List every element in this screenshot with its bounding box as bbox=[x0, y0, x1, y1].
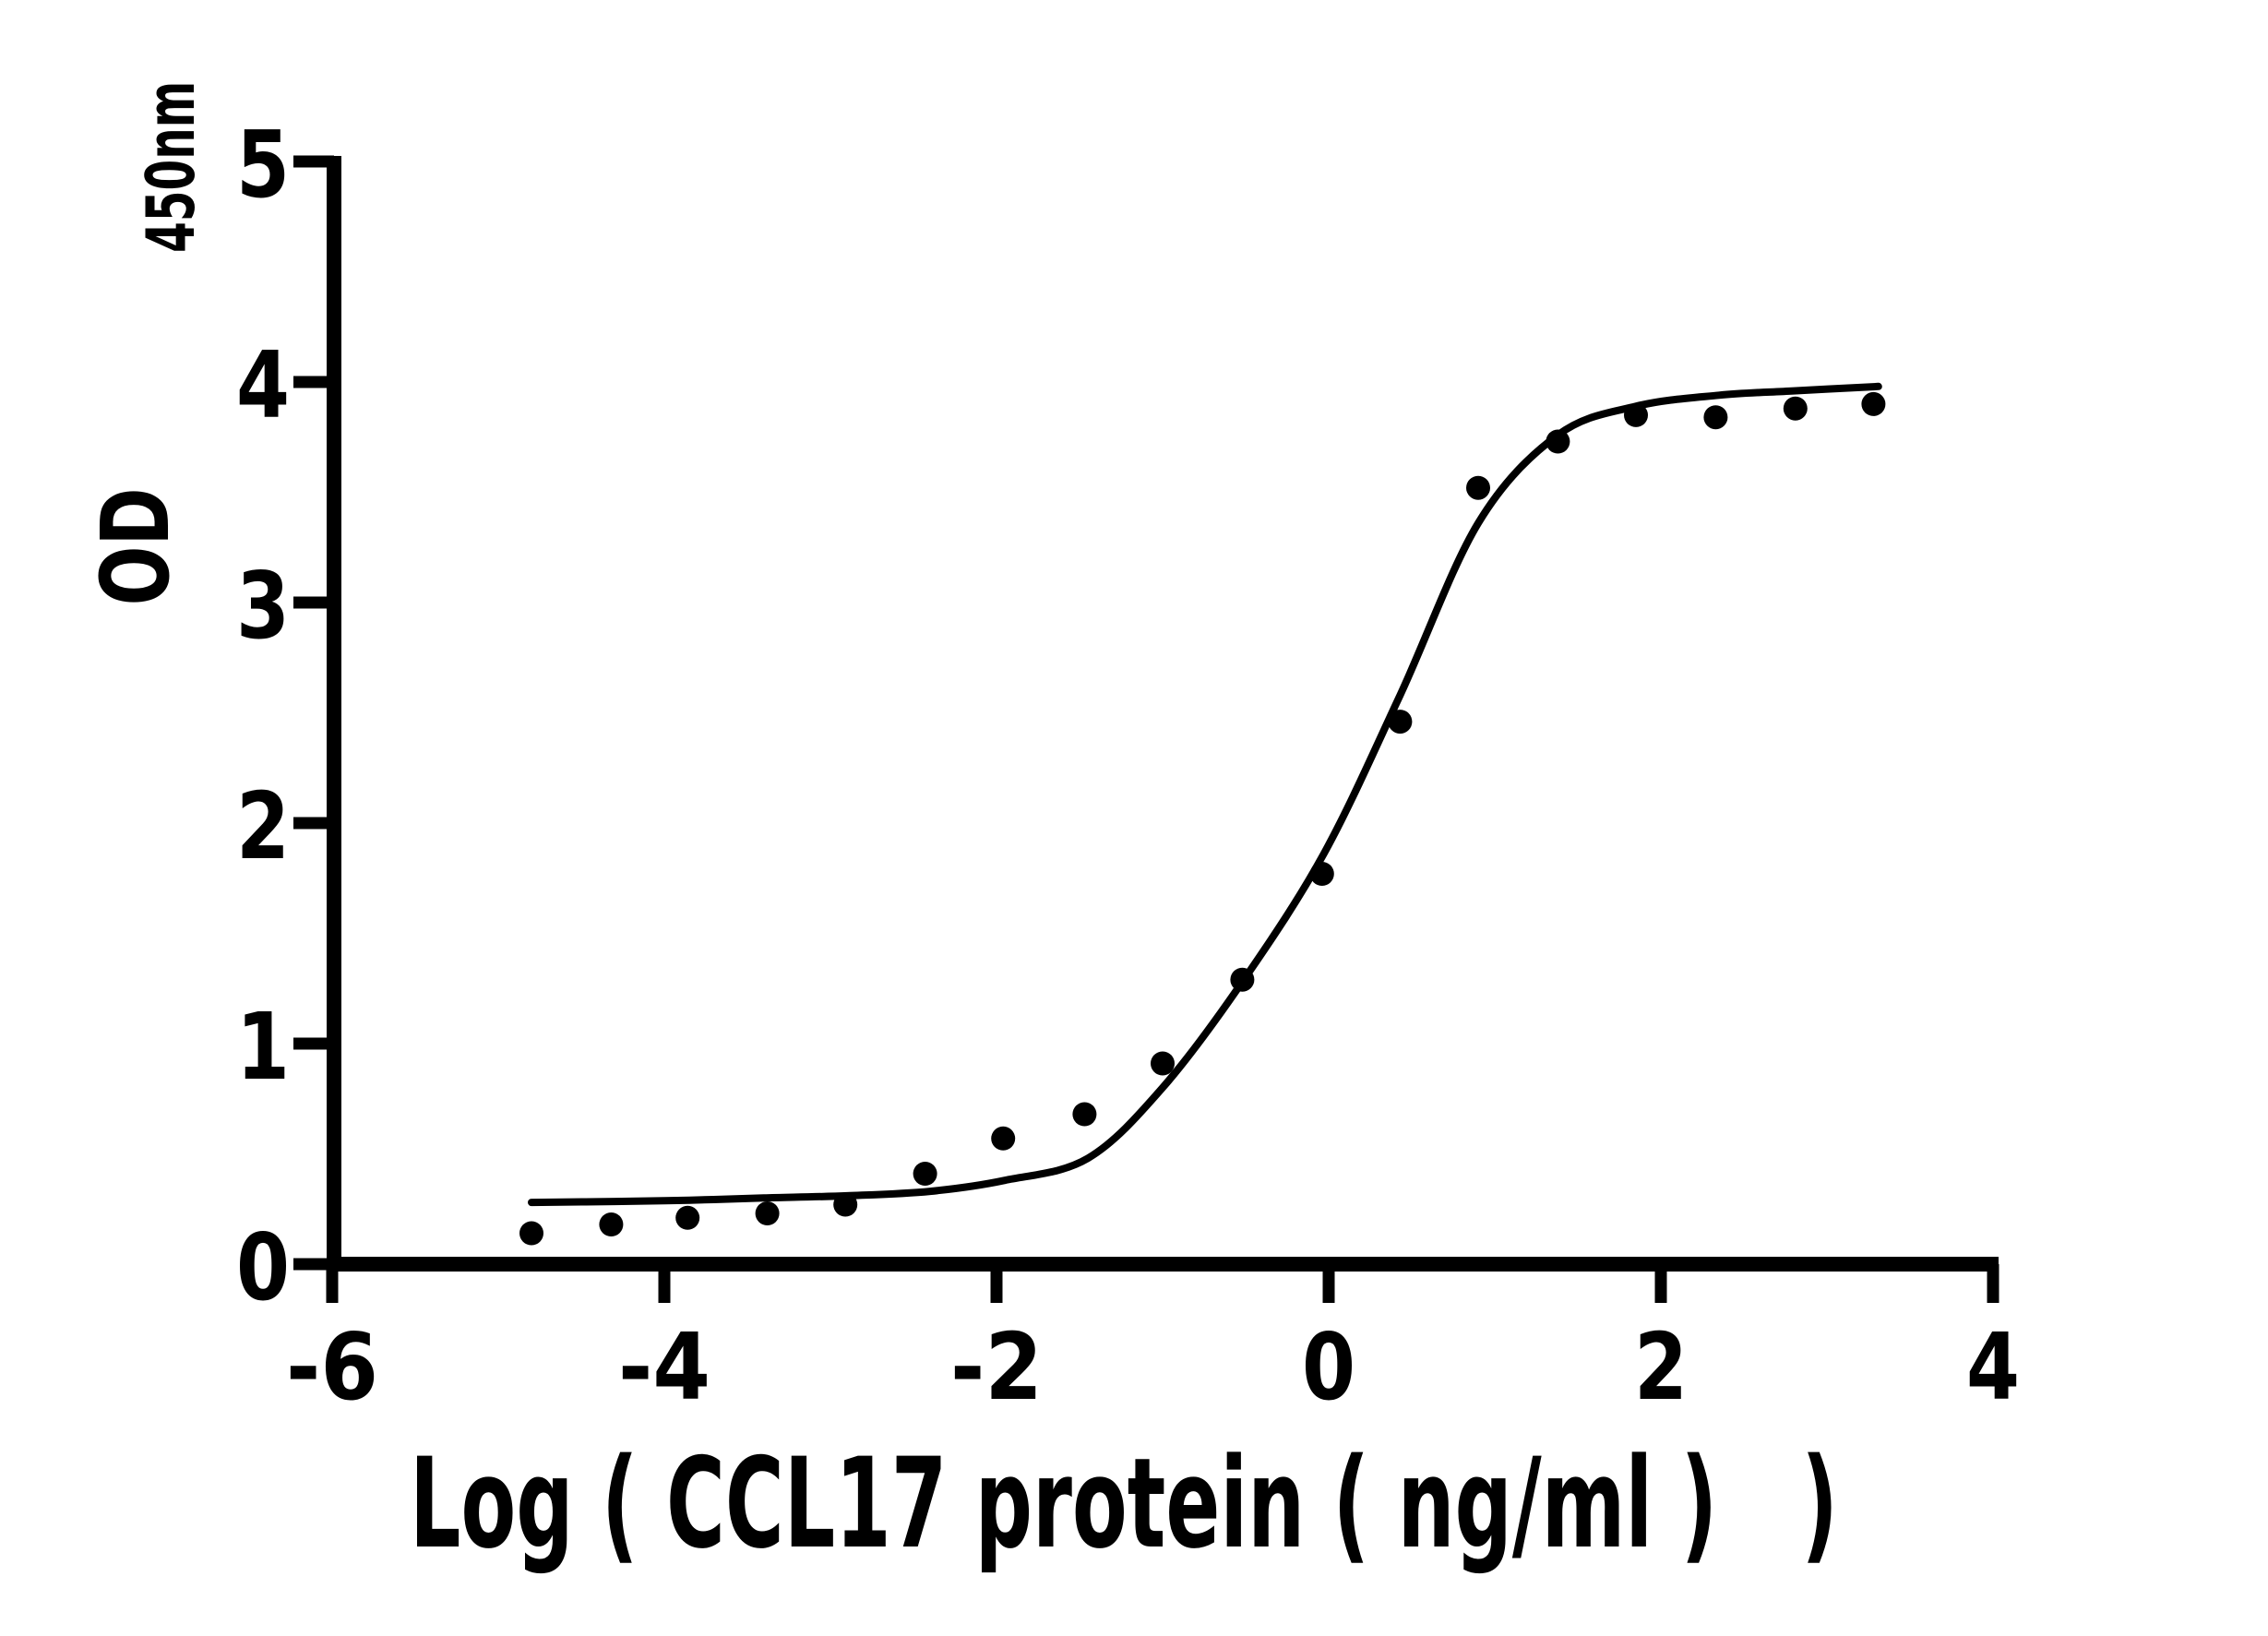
y-axis-title-subscript: 450nm bbox=[132, 81, 209, 253]
data-point bbox=[519, 1221, 543, 1246]
y-tick-labels: 0 1 2 3 4 5 bbox=[236, 111, 290, 1321]
y-tick-label: 1 bbox=[236, 993, 290, 1101]
y-tick-label: 2 bbox=[236, 772, 290, 880]
fit-curve-line bbox=[528, 382, 1882, 1207]
x-tick-label: -6 bbox=[286, 1313, 378, 1421]
data-point bbox=[1466, 475, 1490, 500]
data-point bbox=[1388, 710, 1413, 734]
data-point bbox=[1309, 862, 1334, 886]
data-point bbox=[833, 1192, 858, 1217]
data-point bbox=[675, 1205, 700, 1230]
y-ticks bbox=[293, 155, 334, 1271]
data-point bbox=[913, 1162, 937, 1186]
x-tick-label: 2 bbox=[1634, 1313, 1688, 1421]
data-point bbox=[1703, 405, 1728, 430]
y-tick-label: 3 bbox=[236, 552, 290, 660]
x-tick-label: 4 bbox=[1966, 1313, 2020, 1421]
y-axis-title: OD 450nm bbox=[81, 0, 217, 835]
data-point bbox=[991, 1126, 1016, 1151]
x-tick-label: -4 bbox=[618, 1313, 710, 1421]
x-tick-label: 0 bbox=[1302, 1313, 1355, 1421]
data-point bbox=[599, 1212, 624, 1236]
data-point bbox=[1072, 1102, 1097, 1127]
data-point bbox=[1861, 391, 1886, 416]
x-ticks bbox=[326, 1264, 1999, 1303]
y-tick-label: 4 bbox=[236, 331, 290, 439]
x-tick-label: -2 bbox=[950, 1313, 1043, 1421]
data-point bbox=[1624, 402, 1648, 427]
data-point bbox=[1230, 967, 1255, 992]
x-tick-labels: -6 -4 -2 0 2 4 bbox=[286, 1313, 2020, 1421]
y-tick-label: 0 bbox=[236, 1213, 290, 1321]
x-axis-title: Log ( CCL17 protein ( ng/ml ) ) bbox=[410, 1431, 1838, 1576]
y-tick-label: 5 bbox=[236, 111, 290, 219]
data-point bbox=[1151, 1051, 1175, 1076]
axes bbox=[327, 156, 1999, 1272]
data-point bbox=[1783, 396, 1808, 421]
data-point bbox=[1546, 429, 1570, 454]
data-point bbox=[755, 1201, 780, 1225]
y-axis-title-main: OD bbox=[81, 487, 191, 605]
data-points-series bbox=[519, 391, 1886, 1246]
